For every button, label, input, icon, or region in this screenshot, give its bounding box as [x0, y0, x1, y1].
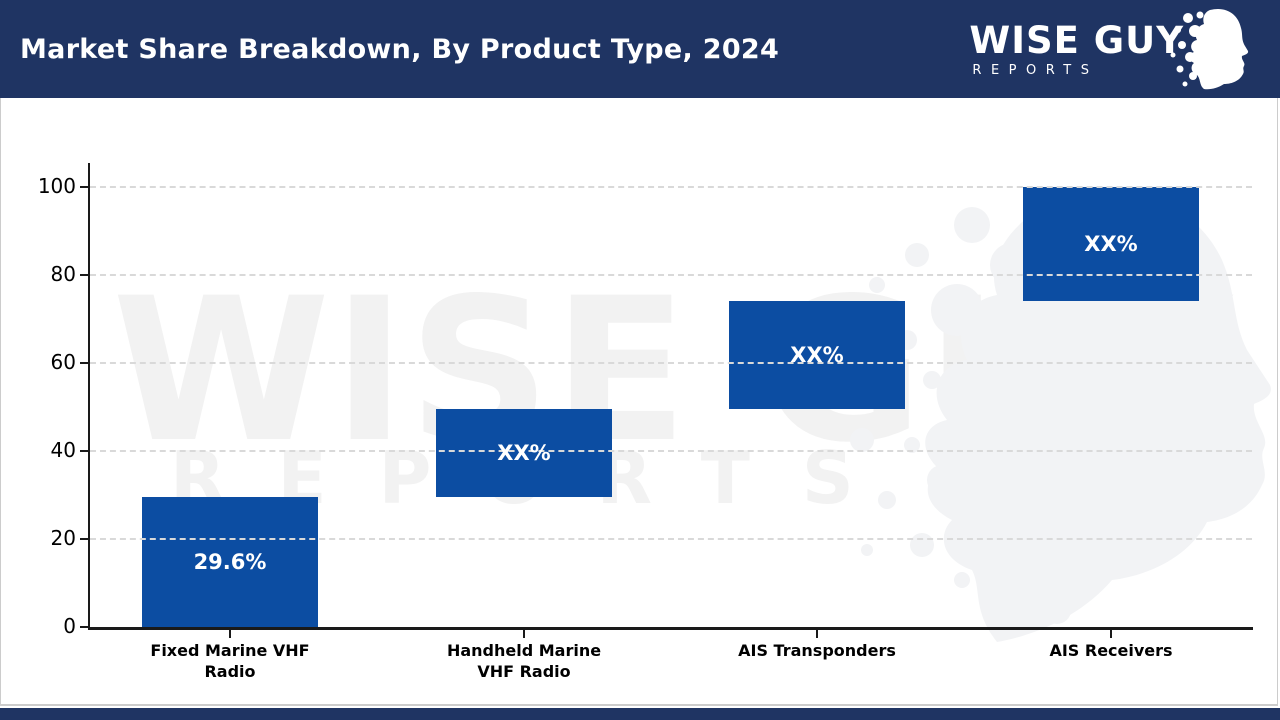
- gridline-40: [90, 450, 1252, 452]
- x-tick-mark-handheld-marine-vhf-radio: [523, 629, 525, 638]
- y-tick-mark-0: [80, 626, 88, 628]
- watermark-head-icon: [822, 180, 1280, 649]
- y-tick-label-100: 100: [37, 174, 76, 198]
- logo-wordmark-line1: WISE GUY: [969, 18, 1184, 62]
- x-axis: [88, 627, 1253, 630]
- chart-frame: [0, 98, 1278, 706]
- y-tick-mark-80: [80, 274, 88, 276]
- y-tick-label-80: 80: [50, 262, 76, 286]
- y-tick-label-40: 40: [50, 438, 76, 462]
- bar-value-label-ais-receivers: XX%: [1084, 232, 1138, 257]
- y-tick-mark-20: [80, 538, 88, 540]
- bar-value-label-fixed-marine-vhf-radio: 29.6%: [193, 549, 267, 574]
- y-tick-label-20: 20: [50, 526, 76, 550]
- gridline-80: [90, 274, 1252, 276]
- page-title: Market Share Breakdown, By Product Type,…: [20, 33, 780, 65]
- x-tick-mark-ais-receivers: [1110, 629, 1112, 638]
- x-tick-mark-fixed-marine-vhf-radio: [229, 629, 231, 638]
- x-category-label-handheld-marine-vhf-radio: Handheld Marine VHF Radio: [446, 641, 602, 681]
- y-tick-mark-100: [80, 186, 88, 188]
- bar-ais-transponders: [729, 301, 905, 410]
- footer-bar: [0, 708, 1280, 720]
- bar-ais-receivers: [1023, 187, 1199, 302]
- bar-handheld-marine-vhf-radio: [436, 409, 612, 497]
- logo: WISE GUY REPORTS: [969, 4, 1250, 94]
- y-tick-label-0: 0: [63, 614, 76, 638]
- x-category-label-fixed-marine-vhf-radio: Fixed Marine VHF Radio: [150, 641, 310, 681]
- x-category-label-ais-transponders: AIS Transponders: [738, 641, 896, 660]
- y-tick-label-60: 60: [50, 350, 76, 374]
- y-axis: [88, 163, 90, 629]
- bar-value-label-handheld-marine-vhf-radio: XX%: [497, 440, 551, 465]
- gridline-20: [90, 538, 1252, 540]
- logo-wordmark-line2: REPORTS: [972, 62, 1099, 78]
- x-tick-mark-ais-transponders: [816, 629, 818, 638]
- logo-wordmark: WISE GUY REPORTS: [969, 22, 1184, 77]
- x-category-label-ais-receivers: AIS Receivers: [1049, 641, 1173, 660]
- logo-face-icon: [1168, 4, 1250, 94]
- gridline-100: [90, 186, 1252, 188]
- bar-value-label-ais-transponders: XX%: [790, 343, 844, 368]
- header: Market Share Breakdown, By Product Type,…: [0, 0, 1280, 98]
- y-tick-mark-60: [80, 362, 88, 364]
- bar-fixed-marine-vhf-radio: [142, 496, 318, 627]
- gridline-60: [90, 362, 1252, 364]
- y-tick-mark-40: [80, 450, 88, 452]
